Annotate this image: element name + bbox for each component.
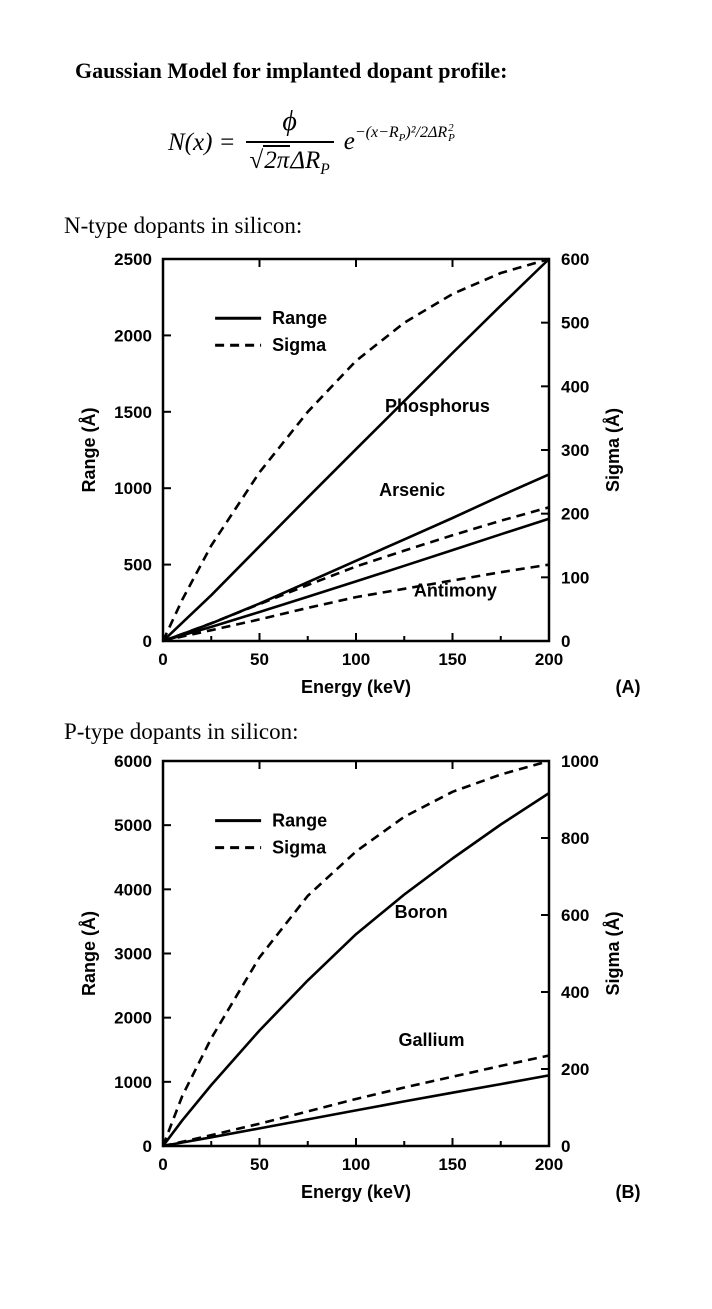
series-arsenic-range	[162, 473, 550, 643]
series-phosphorus-sigma	[161, 257, 550, 642]
series-annotation: Antimony	[414, 581, 497, 601]
left-axis-title: Range (Å)	[79, 407, 99, 492]
left-tick-label: 6000	[114, 752, 152, 771]
equation-numerator: ϕ	[282, 106, 297, 137]
right-axis-title: Sigma (Å)	[603, 408, 623, 492]
exp-base: e	[343, 128, 355, 156]
series-boron-range	[161, 792, 550, 1147]
left-tick-label: 0	[143, 1137, 152, 1156]
left-tick-label: 500	[124, 556, 152, 575]
right-tick-label: 600	[561, 906, 589, 925]
exp-mid: )²/2ΔR	[405, 124, 448, 142]
plot-frame	[161, 759, 551, 1148]
sqrt-sign: √	[249, 147, 264, 174]
equation-lhs: N(x) =	[168, 128, 236, 156]
equation-denominator: √2πΔRP	[245, 141, 334, 179]
right-tick-label: 0	[561, 632, 570, 651]
legend-label: Range	[272, 308, 327, 328]
series-antimony-sigma	[162, 563, 550, 643]
legend-label: Sigma	[272, 838, 327, 858]
equation-exponential: e−(x−RP)²/2ΔR 2 P	[343, 122, 455, 156]
right-tick-label: 0	[561, 1137, 570, 1156]
equation-fraction: ϕ √2πΔRP	[245, 106, 334, 179]
right-axis-title: Sigma (Å)	[603, 911, 623, 995]
left-tick-label: 5000	[114, 816, 152, 835]
left-tick-label: 4000	[114, 880, 152, 899]
left-tick-label: 2500	[114, 250, 152, 269]
x-axis-title: Energy (keV)	[301, 1182, 411, 1202]
right-tick-label: 400	[561, 377, 589, 396]
chart-n-type-dopants: 0 50 100 150 2000500100015002000250001002003…	[79, 250, 641, 697]
exp-open: −(x−R	[354, 124, 399, 142]
left-tick-label: 1500	[114, 403, 152, 422]
x-tick-label: 100	[342, 1155, 370, 1174]
series-gallium-range	[162, 1074, 550, 1148]
corner-label: (A)	[616, 677, 641, 697]
x-tick-label: 150	[438, 650, 466, 669]
x-axis-title: Energy (keV)	[301, 677, 411, 697]
left-tick-label: 2000	[114, 326, 152, 345]
right-tick-label: 200	[561, 505, 589, 524]
chart-p-type-dopants: 0 50 100 150 2000100020003000400050006000020…	[79, 752, 641, 1202]
left-axis-title: Range (Å)	[79, 911, 99, 996]
page-title: Gaussian Model for implanted dopant prof…	[75, 58, 508, 83]
radicand: 2π	[263, 145, 291, 174]
right-tick-label: 200	[561, 1060, 589, 1079]
x-tick-label: 50	[250, 650, 269, 669]
right-tick-label: 600	[561, 250, 589, 269]
section-label-ptype: P-type dopants in silicon:	[64, 719, 299, 744]
series-arsenic-sigma	[162, 506, 550, 643]
left-tick-label: 3000	[114, 945, 152, 964]
denom-sub-p: P	[320, 161, 330, 178]
section-label-ntype: N-type dopants in silicon:	[64, 213, 303, 238]
right-tick-label: 100	[561, 568, 589, 587]
right-tick-label: 300	[561, 441, 589, 460]
right-tick-label: 400	[561, 983, 589, 1002]
x-tick-label: 100	[342, 650, 370, 669]
right-tick-label: 500	[561, 314, 589, 333]
legend-label: Range	[272, 811, 327, 831]
series-gallium-sigma	[162, 1054, 550, 1148]
left-tick-label: 1000	[114, 1073, 152, 1092]
equation: N(x) = ϕ √2πΔRP e−(x−RP)²/2ΔR 2 P	[168, 106, 455, 179]
series-annotation: Arsenic	[379, 480, 445, 500]
corner-label: (B)	[616, 1182, 641, 1202]
x-tick-label: 50	[250, 1155, 269, 1174]
denom-delta-r: ΔR	[290, 147, 321, 174]
series-phosphorus-range	[162, 258, 550, 642]
left-tick-label: 1000	[114, 479, 152, 498]
exp-stack-sub: P	[448, 131, 455, 144]
exp-sub-p: P	[398, 132, 406, 145]
right-tick-label: 1000	[561, 752, 599, 771]
series-annotation: Phosphorus	[385, 396, 490, 416]
x-tick-label: 0	[158, 650, 167, 669]
series-annotation: Gallium	[398, 1030, 464, 1050]
series-annotation: Boron	[395, 902, 448, 922]
series-antimony-range	[162, 517, 550, 643]
exp-stack-sup: 2	[448, 121, 454, 134]
x-tick-label: 150	[438, 1155, 466, 1174]
x-tick-label: 200	[535, 1155, 563, 1174]
figure-page: Gaussian Model for implanted dopant prof…	[0, 58, 712, 1211]
right-tick-label: 800	[561, 829, 589, 848]
series-boron-sigma	[161, 759, 550, 1147]
left-tick-label: 2000	[114, 1009, 152, 1028]
x-tick-label: 200	[535, 650, 563, 669]
left-tick-label: 0	[143, 632, 152, 651]
legend-label: Sigma	[272, 335, 327, 355]
exponent: −(x−RP)²/2ΔR 2 P	[354, 121, 455, 144]
x-tick-label: 0	[158, 1155, 167, 1174]
